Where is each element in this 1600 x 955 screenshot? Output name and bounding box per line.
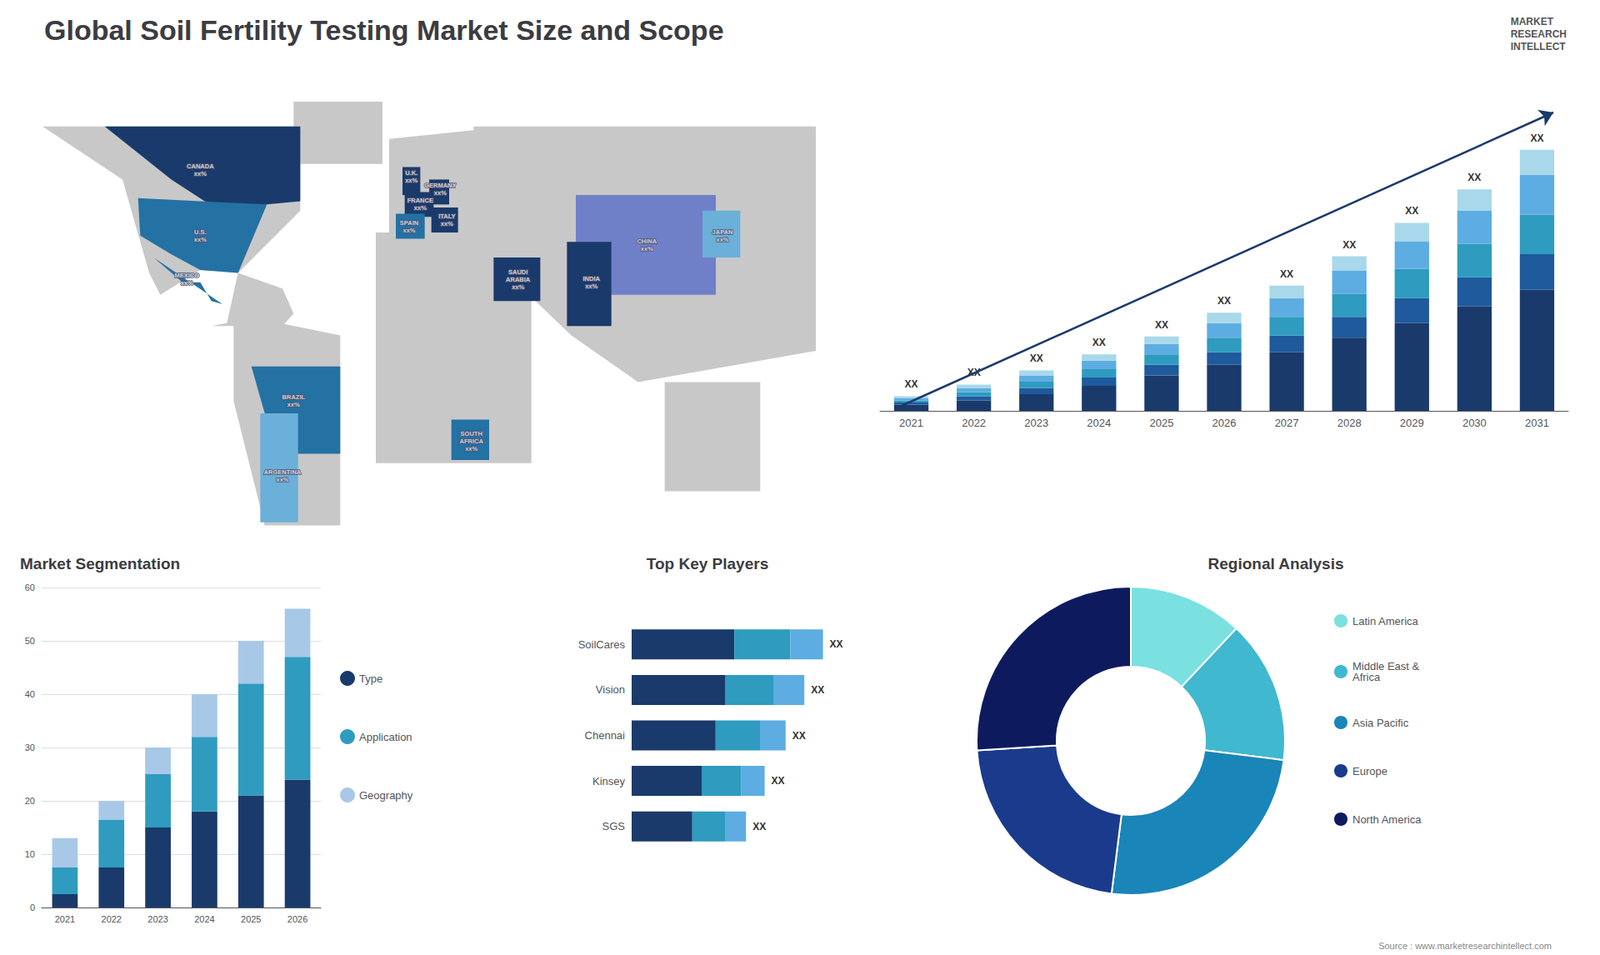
svg-text:Vision: Vision [595, 683, 625, 696]
svg-text:BRAZIL: BRAZIL [282, 393, 306, 401]
svg-text:xx%: xx% [405, 176, 418, 185]
svg-text:Regional Analysis: Regional Analysis [1208, 555, 1345, 573]
svg-text:Asia Pacific: Asia Pacific [1352, 716, 1410, 730]
svg-text:ARGENTINA: ARGENTINA [264, 468, 302, 476]
svg-text:XX: XX [1280, 268, 1294, 280]
svg-text:Type: Type [359, 672, 383, 685]
svg-text:FRANCE: FRANCE [407, 196, 434, 205]
svg-text:Kinsey: Kinsey [592, 775, 626, 788]
svg-text:ITALY: ITALY [438, 212, 455, 220]
svg-text:xx%: xx% [715, 235, 729, 244]
svg-text:XX: XX [1092, 336, 1106, 349]
svg-text:2029: 2029 [1400, 416, 1425, 430]
svg-text:XX: XX [1155, 319, 1169, 331]
svg-text:XX: XX [1530, 132, 1544, 145]
svg-text:xx%: xx% [511, 283, 525, 291]
svg-text:50: 50 [25, 635, 35, 646]
svg-text:RESEARCH: RESEARCH [1510, 28, 1567, 40]
svg-text:XX: XX [905, 378, 919, 390]
svg-text:Middle East &: Middle East & [1352, 660, 1420, 673]
svg-text:ARABIA: ARABIA [505, 275, 531, 284]
svg-text:2023: 2023 [147, 914, 168, 925]
svg-text:Latin America: Latin America [1352, 615, 1420, 628]
svg-text:INTELLECT: INTELLECT [1510, 40, 1567, 53]
svg-text:0: 0 [30, 902, 35, 913]
svg-text:2027: 2027 [1275, 416, 1300, 430]
svg-text:INDIA: INDIA [582, 275, 600, 283]
svg-text:60: 60 [25, 582, 35, 593]
svg-text:2026: 2026 [1212, 416, 1237, 430]
svg-text:XX: XX [1467, 171, 1481, 184]
svg-text:2025: 2025 [240, 914, 261, 925]
svg-text:U.K.: U.K. [405, 169, 418, 177]
svg-text:MARKET: MARKET [1510, 15, 1555, 28]
svg-text:2028: 2028 [1337, 416, 1362, 430]
svg-text:2022: 2022 [961, 416, 986, 430]
svg-text:North America: North America [1352, 813, 1422, 826]
svg-text:Europe: Europe [1352, 765, 1388, 778]
svg-text:xx%: xx% [465, 445, 478, 453]
svg-text:XX: XX [752, 820, 766, 833]
svg-text:XX: XX [1342, 239, 1356, 251]
svg-text:SPAIN: SPAIN [400, 219, 419, 227]
svg-text:20: 20 [25, 795, 35, 806]
svg-text:10: 10 [25, 849, 35, 860]
svg-text:xx%: xx% [287, 400, 300, 409]
svg-text:xx%: xx% [402, 226, 415, 235]
svg-text:xx%: xx% [440, 220, 454, 228]
svg-text:Market Segmentation: Market Segmentation [20, 555, 180, 573]
svg-text:XX: XX [830, 638, 844, 650]
svg-text:2024: 2024 [194, 914, 215, 925]
svg-text:AFRICA: AFRICA [459, 437, 484, 445]
svg-text:2025: 2025 [1149, 416, 1174, 430]
svg-text:2021: 2021 [899, 416, 924, 430]
svg-text:Africa: Africa [1352, 670, 1381, 684]
svg-text:GERMANY: GERMANY [424, 181, 456, 190]
svg-text:2031: 2031 [1525, 416, 1550, 430]
svg-text:xx%: xx% [194, 235, 207, 244]
svg-text:2021: 2021 [55, 914, 75, 925]
svg-text:XX: XX [792, 730, 806, 742]
svg-text:2022: 2022 [101, 914, 122, 925]
svg-text:xx%: xx% [434, 189, 447, 197]
svg-text:Application: Application [359, 730, 413, 744]
svg-text:Top Key Players: Top Key Players [646, 555, 769, 573]
svg-text:xx%: xx% [275, 475, 289, 484]
svg-text:CANADA: CANADA [186, 162, 215, 170]
svg-text:xx%: xx% [194, 170, 207, 178]
svg-text:40: 40 [25, 689, 35, 700]
svg-text:30: 30 [25, 742, 35, 753]
svg-text:xx%: xx% [414, 204, 427, 212]
svg-text:xx%: xx% [640, 245, 654, 253]
svg-text:2030: 2030 [1462, 416, 1487, 430]
svg-text:SoilCares: SoilCares [578, 638, 626, 651]
svg-text:2023: 2023 [1024, 416, 1049, 430]
svg-text:XX: XX [1217, 295, 1231, 307]
svg-text:XX: XX [771, 775, 785, 787]
svg-text:Global Soil Fertility Testing: Global Soil Fertility Testing Market Siz… [44, 14, 725, 46]
svg-text:SAUDI: SAUDI [508, 268, 528, 276]
svg-text:Geography: Geography [359, 789, 414, 802]
svg-text:MEXICO: MEXICO [175, 271, 200, 280]
svg-text:XX: XX [810, 684, 825, 696]
svg-text:2024: 2024 [1086, 416, 1111, 430]
svg-text:CHINA: CHINA [636, 237, 657, 245]
svg-text:xx%: xx% [180, 279, 194, 287]
svg-text:JAPAN: JAPAN [712, 228, 734, 236]
svg-text:Source : www.marketresearchint: Source : www.marketresearchintellect.com [1378, 940, 1552, 951]
svg-text:XX: XX [1030, 352, 1044, 365]
svg-text:XX: XX [967, 367, 981, 379]
svg-text:SOUTH: SOUTH [460, 430, 483, 438]
svg-text:2026: 2026 [287, 914, 308, 925]
svg-text:SGS: SGS [602, 820, 626, 833]
svg-text:xx%: xx% [585, 282, 598, 290]
svg-text:U.S.: U.S. [194, 228, 207, 236]
svg-text:XX: XX [1405, 205, 1419, 217]
svg-text:Chennai: Chennai [585, 729, 626, 742]
